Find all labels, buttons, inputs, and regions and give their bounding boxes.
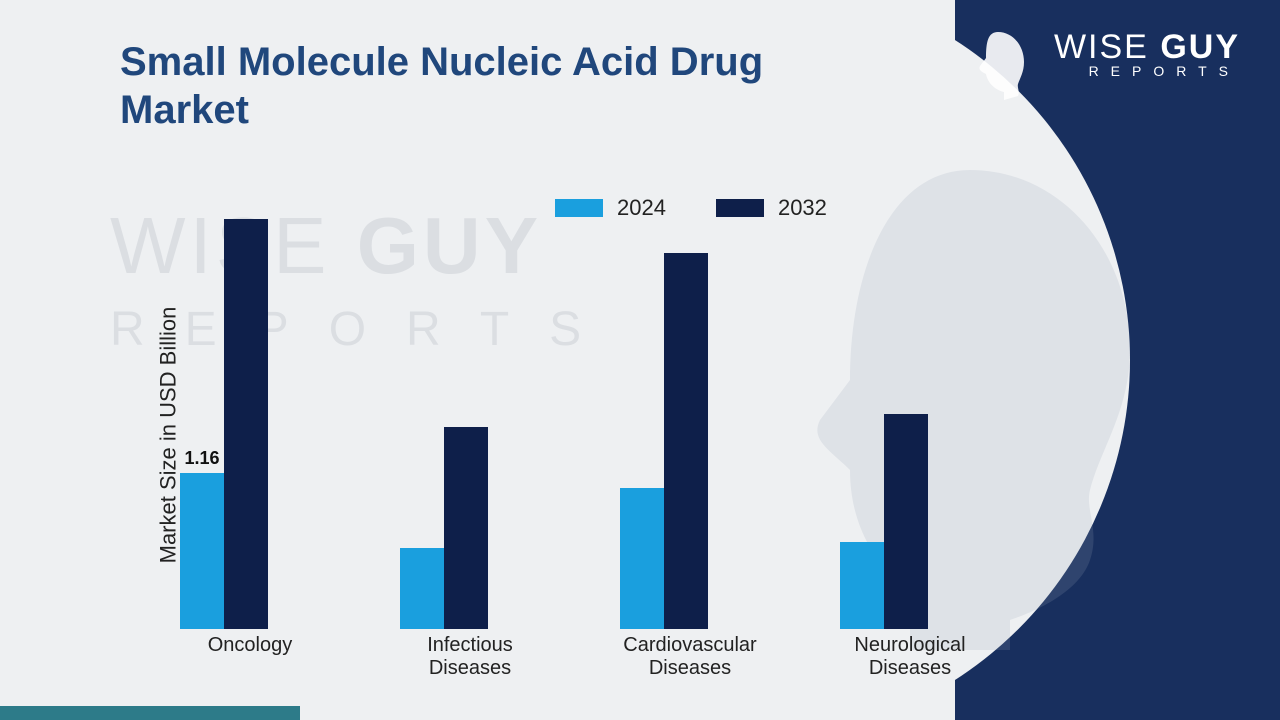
bar-2024: [180, 473, 224, 629]
x-tick-label: InfectiousDiseases: [370, 634, 570, 680]
logo-guy: GUY: [1160, 28, 1240, 66]
teal-accent-bar: [0, 706, 300, 720]
bar-2032: [444, 427, 488, 629]
x-tick-label: CardiovascularDiseases: [590, 634, 790, 680]
plot-area: 1.16: [130, 200, 1000, 630]
brand-logo: WISE GUY REPORTS: [990, 28, 1240, 79]
bar-2032: [884, 414, 928, 629]
bar-2024: [400, 548, 444, 629]
x-tick-label: NeurologicalDiseases: [810, 634, 1010, 680]
bar-value-label: 1.16: [172, 448, 232, 469]
bar-chart: Market Size in USD Billion 1.16 Oncology…: [100, 200, 1000, 670]
logo-wise: WISE: [1054, 28, 1149, 66]
bar-2032: [664, 253, 708, 629]
x-tick-label: Oncology: [150, 634, 350, 657]
brand-head-icon: [968, 30, 1028, 100]
bar-2024: [620, 488, 664, 629]
bar-2024: [840, 542, 884, 629]
report-canvas: WISE GUY REPORTS Small Molecule Nucleic …: [0, 0, 1280, 720]
bar-2032: [224, 219, 268, 629]
chart-title: Small Molecule Nucleic Acid Drug Market: [120, 38, 840, 134]
